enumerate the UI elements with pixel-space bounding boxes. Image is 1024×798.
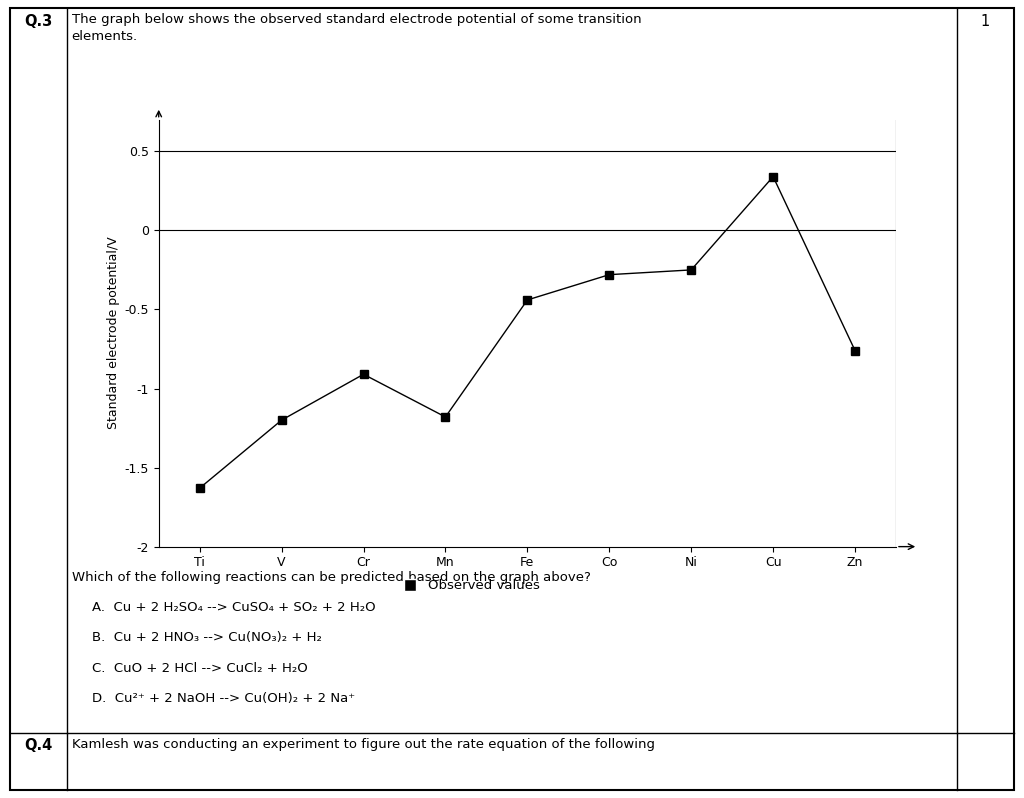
Text: C.  CuO + 2 HCl --> CuCl₂ + H₂O: C. CuO + 2 HCl --> CuCl₂ + H₂O	[92, 662, 308, 674]
Text: elements.: elements.	[72, 30, 138, 43]
Text: A.  Cu + 2 H₂SO₄ --> CuSO₄ + SO₂ + 2 H₂O: A. Cu + 2 H₂SO₄ --> CuSO₄ + SO₂ + 2 H₂O	[92, 601, 376, 614]
Y-axis label: Standard electrode potential/V: Standard electrode potential/V	[108, 237, 121, 429]
Text: The graph below shows the observed standard electrode potential of some transiti: The graph below shows the observed stand…	[72, 13, 641, 26]
Text: B.  Cu + 2 HNO₃ --> Cu(NO₃)₂ + H₂: B. Cu + 2 HNO₃ --> Cu(NO₃)₂ + H₂	[92, 631, 322, 644]
Text: Kamlesh was conducting an experiment to figure out the rate equation of the foll: Kamlesh was conducting an experiment to …	[72, 738, 654, 751]
Legend: Observed values: Observed values	[391, 574, 546, 598]
Text: 1: 1	[980, 14, 990, 30]
Text: Q.3: Q.3	[24, 14, 52, 30]
Text: Which of the following reactions can be predicted based on the graph above?: Which of the following reactions can be …	[72, 571, 591, 583]
Text: D.  Cu²⁺ + 2 NaOH --> Cu(OH)₂ + 2 Na⁺: D. Cu²⁺ + 2 NaOH --> Cu(OH)₂ + 2 Na⁺	[92, 692, 355, 705]
Text: Q.4: Q.4	[24, 738, 52, 753]
